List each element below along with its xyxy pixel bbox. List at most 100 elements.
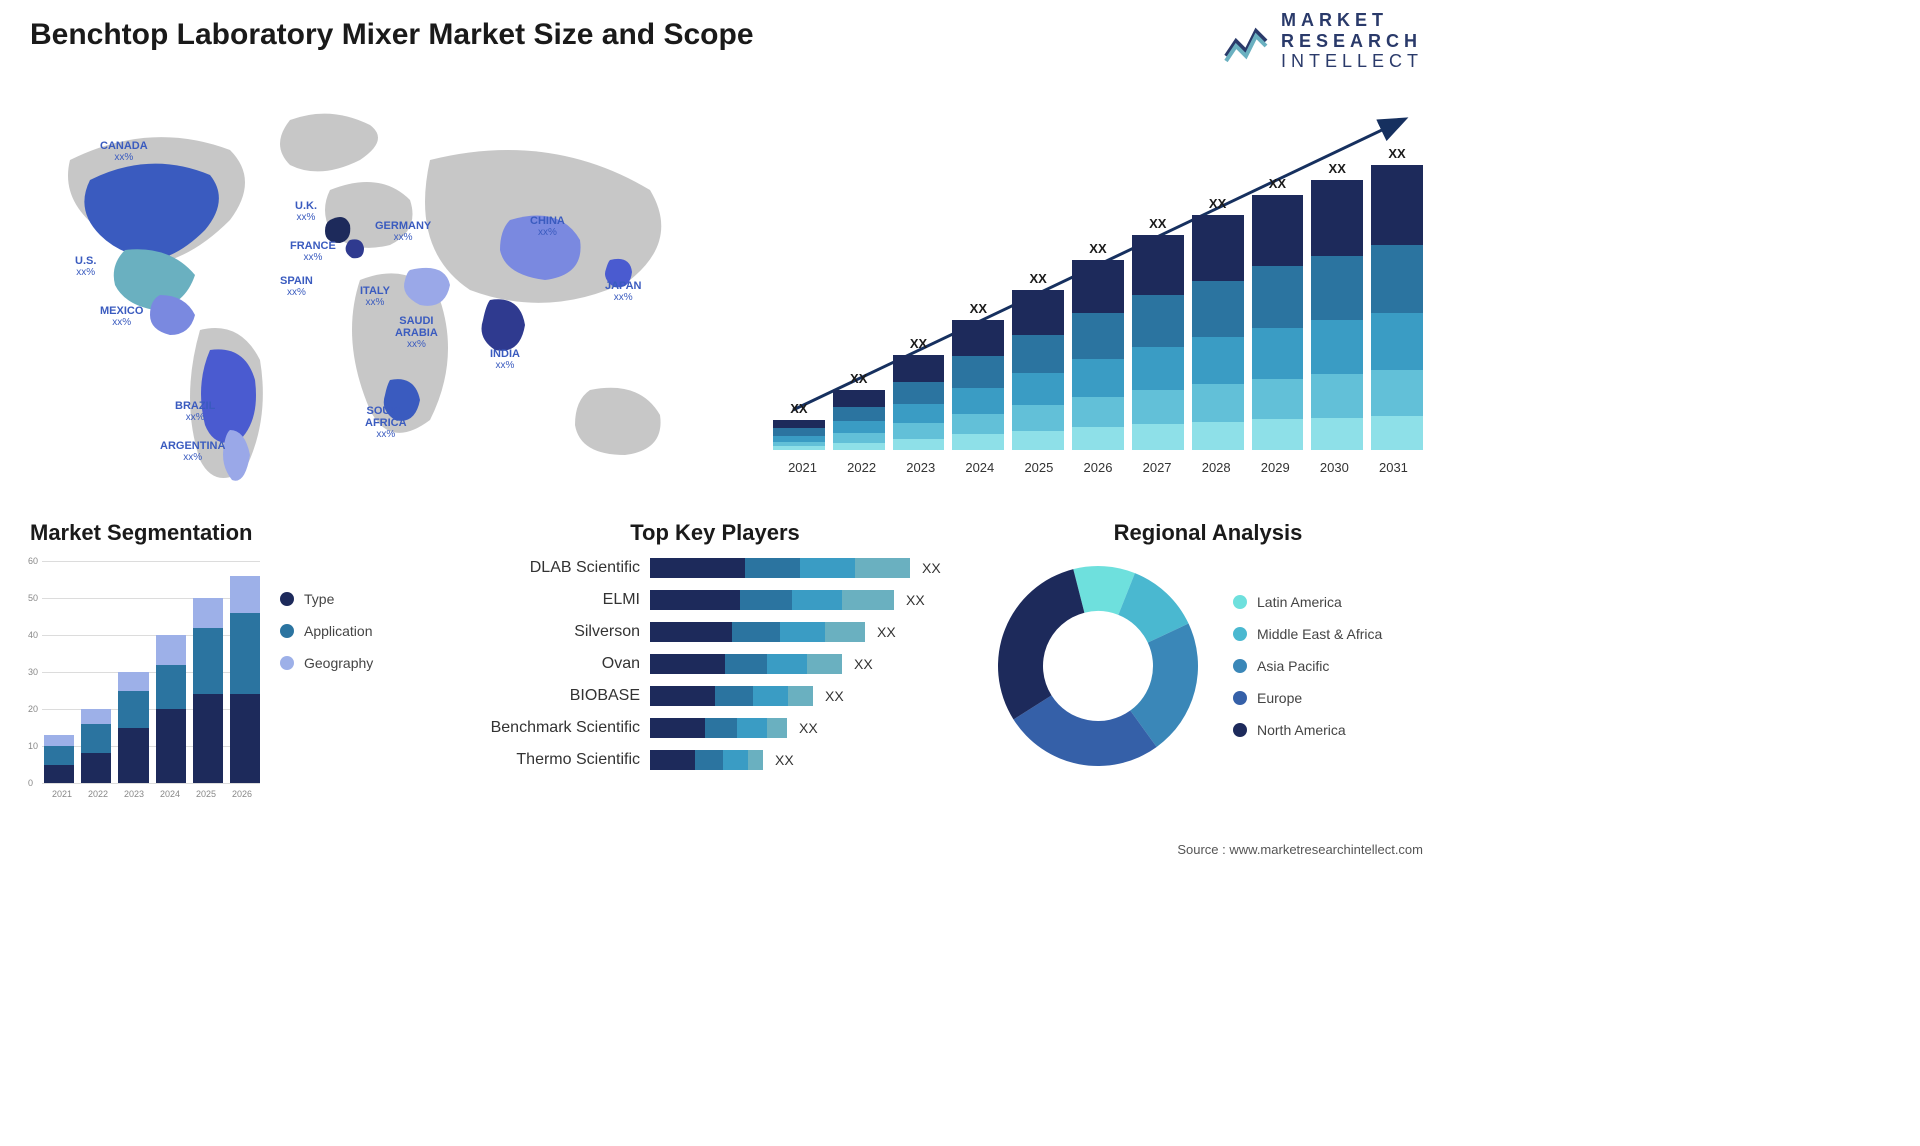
map-label: SPAINxx% [280, 275, 313, 298]
growth-bar: XX [1192, 196, 1244, 450]
player-value: XX [775, 752, 794, 768]
segmentation-section: Market Segmentation 01020304050602021202… [30, 520, 450, 801]
donut-slice [998, 569, 1084, 719]
growth-value-label: XX [1388, 146, 1405, 161]
map-label: GERMANYxx% [375, 220, 431, 243]
player-row: Silverson XX [460, 622, 970, 642]
legend-item: Latin America [1233, 594, 1382, 610]
player-name: Ovan [460, 655, 650, 673]
logo-line3: INTELLECT [1281, 51, 1423, 72]
regional-section: Regional Analysis Latin AmericaMiddle Ea… [993, 520, 1423, 771]
regional-title: Regional Analysis [993, 520, 1423, 546]
map-label: SOUTHAFRICAxx% [365, 405, 407, 440]
map-label: SAUDIARABIAxx% [395, 315, 438, 350]
growth-value-label: XX [1269, 176, 1286, 191]
seg-y-label: 50 [28, 593, 38, 603]
growth-year-label: 2027 [1143, 460, 1172, 475]
player-value: XX [825, 688, 844, 704]
growth-year-label: 2028 [1202, 460, 1231, 475]
page-title: Benchtop Laboratory Mixer Market Size an… [30, 18, 754, 52]
growth-value-label: XX [790, 401, 807, 416]
segmentation-chart: 0102030405060202120222023202420252026 [30, 561, 260, 801]
growth-value-label: XX [1209, 196, 1226, 211]
growth-value-label: XX [1329, 161, 1346, 176]
regional-donut [993, 561, 1203, 771]
legend-item: Geography [280, 655, 373, 671]
seg-x-label: 2021 [52, 789, 72, 799]
seg-x-label: 2025 [196, 789, 216, 799]
growth-bar: XX [833, 371, 885, 450]
brand-logo: MARKET RESEARCH INTELLECT [1221, 10, 1423, 72]
map-label: INDIAxx% [490, 348, 520, 371]
key-players-title: Top Key Players [460, 520, 970, 546]
seg-x-label: 2026 [232, 789, 252, 799]
seg-bar [230, 576, 260, 783]
map-label: ARGENTINAxx% [160, 440, 225, 463]
seg-y-label: 60 [28, 556, 38, 566]
growth-year-label: 2029 [1261, 460, 1290, 475]
player-value: XX [799, 720, 818, 736]
seg-y-label: 10 [28, 741, 38, 751]
growth-bar: XX [1371, 146, 1423, 450]
regional-legend: Latin AmericaMiddle East & AfricaAsia Pa… [1233, 594, 1382, 738]
donut-slice [1013, 695, 1156, 766]
map-label: FRANCExx% [290, 240, 336, 263]
player-name: Thermo Scientific [460, 751, 650, 769]
map-label: U.K.xx% [295, 200, 317, 223]
player-row: Thermo Scientific XX [460, 750, 970, 770]
logo-line1: MARKET [1281, 10, 1423, 31]
seg-bar [156, 635, 186, 783]
growth-value-label: XX [1029, 271, 1046, 286]
growth-bar: XX [1311, 161, 1363, 450]
growth-bar: XX [893, 336, 945, 450]
seg-x-label: 2023 [124, 789, 144, 799]
player-name: Silverson [460, 623, 650, 641]
growth-year-label: 2025 [1024, 460, 1053, 475]
legend-item: Type [280, 591, 373, 607]
map-label: BRAZILxx% [175, 400, 215, 423]
growth-bar: XX [1072, 241, 1124, 450]
growth-chart: XXXXXXXXXXXXXXXXXXXXXX 20212022202320242… [773, 100, 1423, 480]
growth-value-label: XX [1089, 241, 1106, 256]
growth-year-label: 2026 [1084, 460, 1113, 475]
world-map-section: CANADAxx%U.S.xx%MEXICOxx%BRAZILxx%ARGENT… [30, 100, 730, 500]
growth-value-label: XX [850, 371, 867, 386]
player-name: BIOBASE [460, 687, 650, 705]
player-row: BIOBASE XX [460, 686, 970, 706]
player-value: XX [877, 624, 896, 640]
map-label: ITALYxx% [360, 285, 390, 308]
map-label: JAPANxx% [605, 280, 641, 303]
key-players-section: Top Key Players DLAB ScientificXXELMIXXS… [460, 520, 970, 770]
player-row: Benchmark Scientific XX [460, 718, 970, 738]
growth-bar: XX [952, 301, 1004, 450]
map-label: CHINAxx% [530, 215, 565, 238]
seg-bar [118, 672, 148, 783]
source-text: Source : www.marketresearchintellect.com [1177, 842, 1423, 857]
seg-x-label: 2024 [160, 789, 180, 799]
player-name: Benchmark Scientific [460, 719, 650, 737]
seg-y-label: 40 [28, 630, 38, 640]
legend-item: North America [1233, 722, 1382, 738]
player-value: XX [854, 656, 873, 672]
seg-x-label: 2022 [88, 789, 108, 799]
growth-year-label: 2024 [965, 460, 994, 475]
player-name: DLAB Scientific [460, 559, 650, 577]
legend-item: Application [280, 623, 373, 639]
logo-icon [1221, 16, 1271, 66]
player-row: Ovan XX [460, 654, 970, 674]
map-label: U.S.xx% [75, 255, 96, 278]
player-value: XX [906, 592, 925, 608]
logo-line2: RESEARCH [1281, 31, 1423, 52]
growth-year-label: 2022 [847, 460, 876, 475]
growth-year-label: 2021 [788, 460, 817, 475]
player-row: ELMIXX [460, 590, 970, 610]
player-row: DLAB ScientificXX [460, 558, 970, 578]
growth-value-label: XX [970, 301, 987, 316]
segmentation-title: Market Segmentation [30, 520, 450, 546]
seg-y-label: 30 [28, 667, 38, 677]
growth-bar: XX [1252, 176, 1304, 450]
growth-bar: XX [773, 401, 825, 450]
growth-value-label: XX [1149, 216, 1166, 231]
seg-bar [44, 735, 74, 783]
map-label: MEXICOxx% [100, 305, 143, 328]
